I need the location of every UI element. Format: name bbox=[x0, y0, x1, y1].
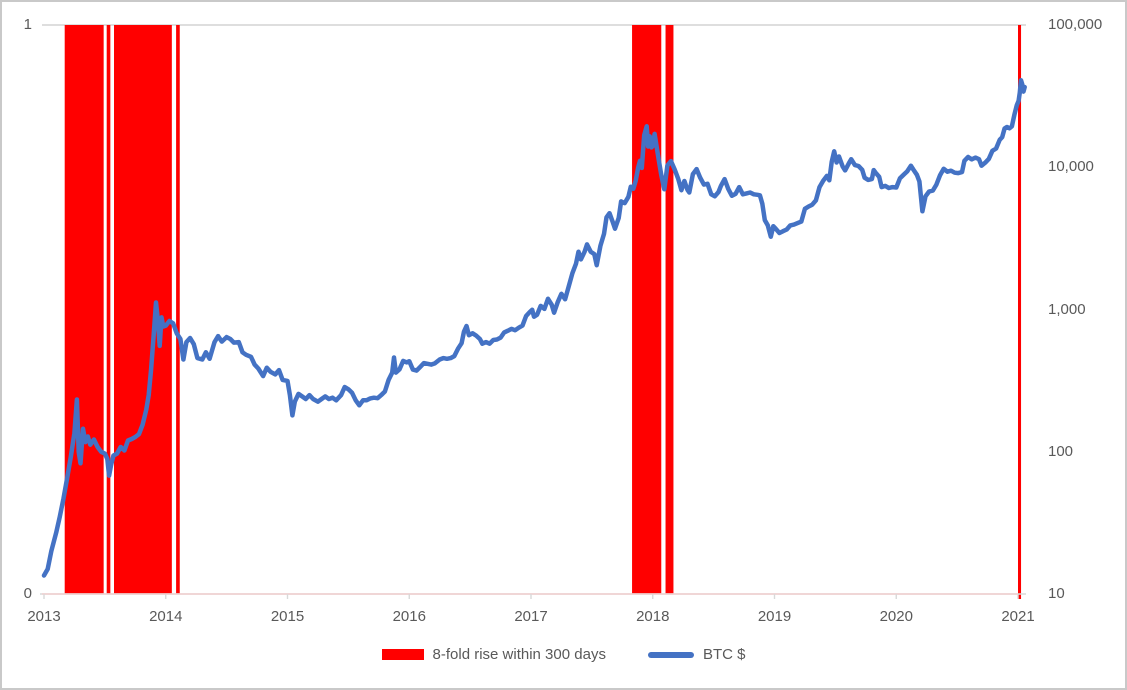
right-axis-tick-label: 10,000 bbox=[1048, 158, 1094, 176]
left-axis-tick-label: 1 bbox=[23, 16, 32, 33]
x-axis-tick-label: 2013 bbox=[27, 608, 61, 625]
right-axis-tick-label: 1,000 bbox=[1048, 300, 1086, 318]
x-axis-tick-label: 2014 bbox=[149, 608, 183, 625]
right-axis-tick-label: 100 bbox=[1048, 442, 1074, 460]
x-axis-tick-label: 2021 bbox=[1001, 608, 1035, 625]
rise-band bbox=[106, 25, 111, 594]
rise-band bbox=[665, 25, 674, 594]
btc-price-line bbox=[41, 77, 1027, 578]
rise-band bbox=[1018, 25, 1022, 599]
right-axis-tick-label: 10 bbox=[1048, 585, 1065, 602]
legend-item-rise-band: 8-fold rise within 300 days bbox=[381, 646, 606, 663]
rise-band-swatch bbox=[381, 649, 424, 660]
x-axis-tick-label: 2016 bbox=[392, 608, 426, 625]
rise-band bbox=[64, 25, 104, 594]
chart-legend: 8-fold rise within 300 days BTC $ bbox=[2, 646, 1125, 663]
rise-band bbox=[176, 25, 180, 594]
rise-band bbox=[632, 25, 662, 594]
legend-label-rise-band: 8-fold rise within 300 days bbox=[432, 646, 606, 663]
rise-band bbox=[114, 25, 172, 594]
x-axis-tick-label: 2019 bbox=[757, 608, 792, 625]
x-axis-tick-label: 2018 bbox=[636, 608, 670, 625]
x-axis-tick-label: 2020 bbox=[879, 608, 913, 625]
left-axis-tick-label: 0 bbox=[23, 585, 32, 602]
x-axis-tick-label: 2015 bbox=[270, 608, 305, 625]
btc-line-swatch bbox=[647, 651, 694, 658]
legend-item-btc: BTC $ bbox=[647, 646, 746, 663]
legend-label-btc: BTC $ bbox=[702, 646, 746, 663]
right-axis-tick-label: 100,000 bbox=[1048, 16, 1103, 33]
x-axis-tick-label: 2017 bbox=[514, 608, 548, 625]
